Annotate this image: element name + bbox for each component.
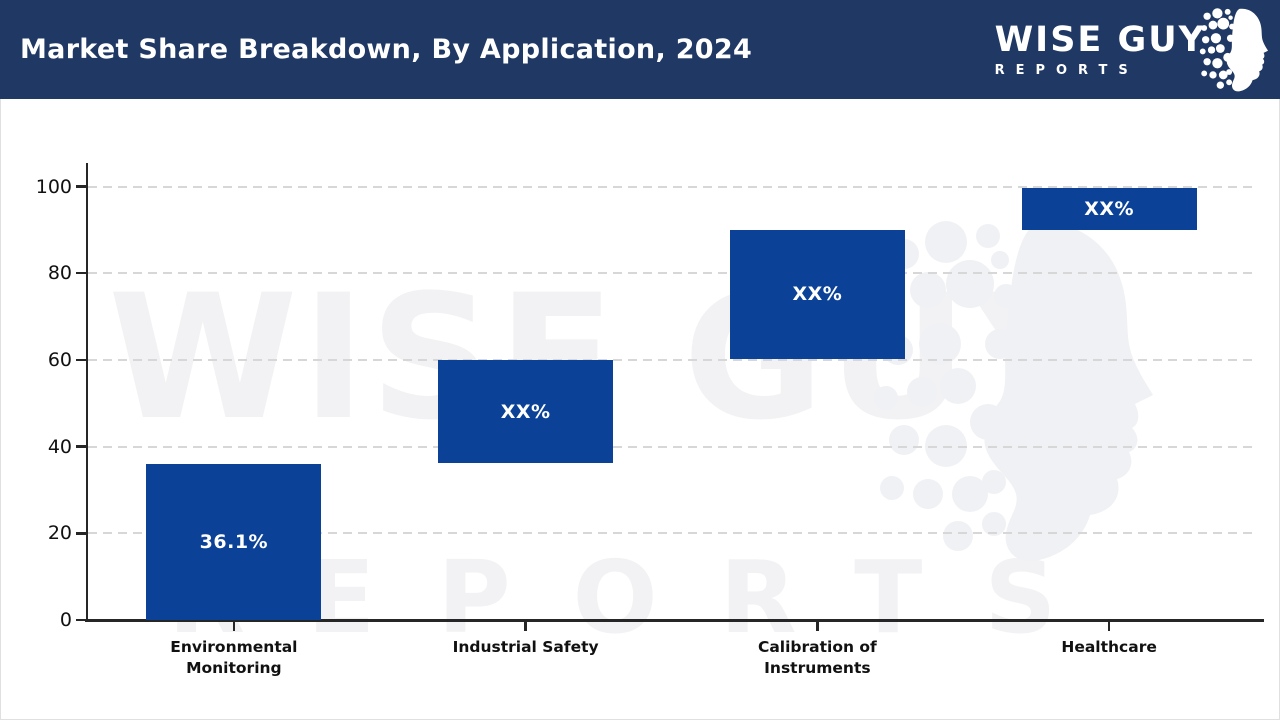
gridline: [88, 185, 1255, 188]
x-tick-mark: [524, 621, 527, 631]
y-tick-label: 0: [59, 609, 72, 631]
category-label-line: Calibration of: [757, 638, 877, 656]
wise-guy-face-icon: [1198, 6, 1272, 94]
brand-logo: WISE GUY REPORTS: [995, 6, 1272, 94]
category-label-industrial-safety: Industrial Safety: [380, 637, 672, 658]
y-tick-mark: [76, 445, 86, 448]
logo-text-block: WISE GUY REPORTS: [994, 19, 1206, 78]
bar-value-label: 36.1%: [199, 530, 269, 553]
category-label-calibration-of-instruments: Calibration of Instruments: [672, 637, 964, 679]
y-axis: [85, 163, 88, 622]
category-label-healthcare: Healthcare: [963, 637, 1255, 658]
x-axis: [85, 619, 1264, 622]
header-bar: Market Share Breakdown, By Application, …: [0, 0, 1280, 99]
y-tick-label: 80: [47, 262, 72, 285]
gridline: [88, 445, 1255, 448]
category-label-line: Environmental: [170, 638, 298, 656]
category-label-line: Monitoring: [186, 659, 282, 677]
x-tick-mark: [816, 621, 819, 631]
y-tick-label: 100: [35, 175, 72, 198]
chart-title: Market Share Breakdown, By Application, …: [20, 34, 753, 65]
bar-industrial-safety: XX%: [438, 359, 614, 464]
bar-healthcare: XX%: [1021, 187, 1197, 230]
bar-value-label: XX%: [792, 283, 843, 306]
gridline: [88, 532, 1255, 535]
category-label-environmental-monitoring: Environmental Monitoring: [88, 637, 380, 679]
bar-value-label: XX%: [500, 400, 551, 423]
gridline: [88, 272, 1255, 275]
category-label-line: Instruments: [764, 659, 871, 677]
y-tick-label: 20: [47, 522, 72, 545]
category-label-line: Healthcare: [1061, 638, 1157, 656]
x-tick-mark: [232, 621, 236, 631]
x-tick-mark: [1107, 621, 1111, 631]
bar-calibration-of-instruments: XX%: [729, 229, 905, 359]
y-tick-mark: [76, 618, 86, 622]
y-tick-mark: [76, 271, 86, 275]
bar-environmental-monitoring: 36.1%: [146, 463, 322, 620]
y-tick-mark: [76, 358, 86, 362]
bar-value-label: XX%: [1084, 197, 1135, 220]
logo-wordmark: WISE GUY: [994, 19, 1206, 60]
y-tick-mark: [76, 185, 86, 188]
y-tick-label: 40: [47, 435, 72, 458]
category-label-line: Industrial Safety: [452, 638, 599, 656]
y-tick-label: 60: [47, 348, 72, 371]
y-tick-mark: [76, 532, 86, 535]
logo-reports-text: REPORTS: [994, 62, 1139, 78]
gridline: [88, 358, 1255, 361]
